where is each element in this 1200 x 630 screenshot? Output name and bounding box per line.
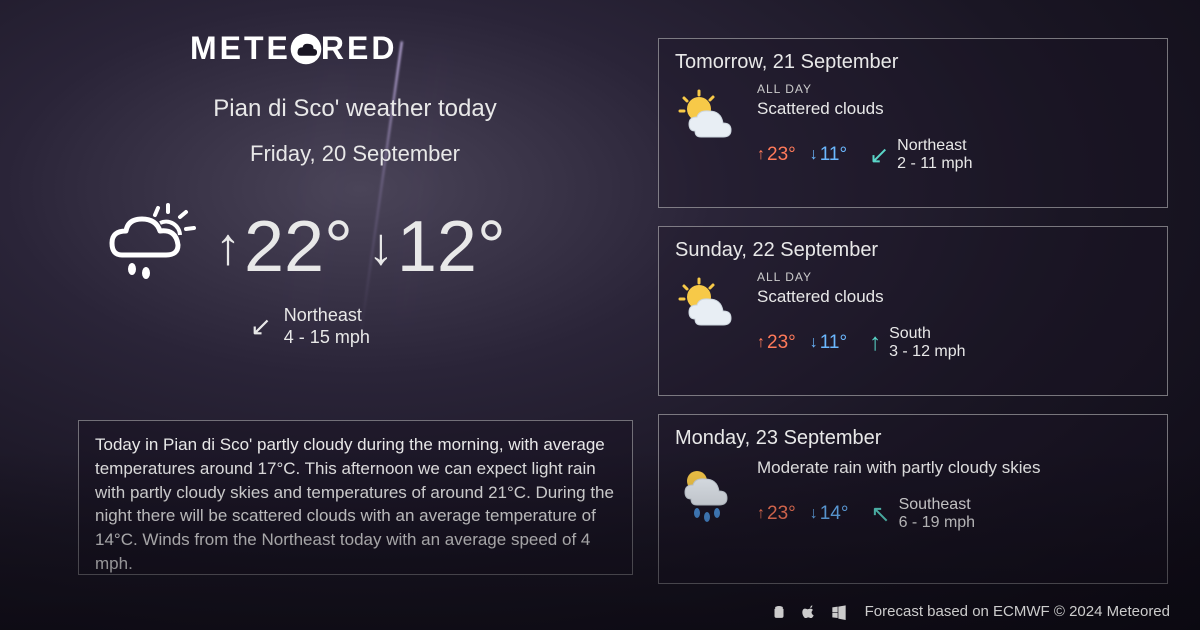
forecast-card: Sunday, 22 September ALL DAY Scattered clo… xyxy=(658,226,1168,396)
partly-cloudy-icon xyxy=(675,87,739,151)
brand-logo: METE RED xyxy=(190,30,397,67)
today-wind-dir: Northeast xyxy=(284,305,370,327)
forecast-low: ↓11° xyxy=(810,144,847,166)
forecast-low: ↓11° xyxy=(810,332,847,354)
today-low: ↓ 12° xyxy=(368,206,506,288)
platform-icons xyxy=(771,604,847,620)
down-arrow-icon: ↓ xyxy=(810,146,818,164)
down-arrow-icon: ↓ xyxy=(810,505,818,523)
wind-direction-icon: ↖ xyxy=(870,500,890,529)
forecast-wind-dir: Southeast xyxy=(899,496,975,514)
today-wind-speed: 4 - 15 mph xyxy=(284,327,370,349)
forecast-wind-speed: 3 - 12 mph xyxy=(889,343,965,361)
cloud-rain-icon xyxy=(100,197,200,297)
forecast-wind-dir: Northeast xyxy=(897,137,972,155)
all-day-label: ALL DAY xyxy=(757,270,1151,284)
forecast-condition: Scattered clouds xyxy=(757,287,1151,307)
brand-name-after: RED xyxy=(321,30,398,67)
forecast-card: Tomorrow, 21 September ALL DAY Scattered c… xyxy=(658,38,1168,208)
all-day-label: ALL DAY xyxy=(757,82,1151,96)
up-arrow-icon: ↑ xyxy=(757,505,765,523)
forecast-wind-speed: 2 - 11 mph xyxy=(897,155,972,173)
cloud-rain-icon xyxy=(675,463,739,527)
apple-icon xyxy=(801,604,817,620)
forecast-wind-dir: South xyxy=(889,325,965,343)
forecast-date: Sunday, 22 September xyxy=(675,239,1151,262)
brand-name-before: METE xyxy=(190,30,291,67)
today-wind-text: Northeast 4 - 15 mph xyxy=(284,305,370,348)
forecast-card: Monday, 23 September Moderate rain with p… xyxy=(658,414,1168,584)
forecast-cards: Tomorrow, 21 September ALL DAY Scattered c… xyxy=(658,38,1168,584)
up-arrow-icon: ↑ xyxy=(215,217,241,277)
android-icon xyxy=(771,604,787,620)
brand-cloud-icon xyxy=(289,32,323,66)
forecast-date: Tomorrow, 21 September xyxy=(675,51,1151,74)
today-high-value: 22° xyxy=(244,206,353,288)
up-arrow-icon: ↑ xyxy=(757,334,765,352)
forecast-wind: ↖ Southeast6 - 19 mph xyxy=(870,496,975,533)
today-high: ↑ 22° xyxy=(215,206,353,288)
footer: Forecast based on ECMWF © 2024 Meteored xyxy=(771,603,1170,620)
down-arrow-icon: ↓ xyxy=(810,334,818,352)
forecast-wind-speed: 6 - 19 mph xyxy=(899,514,975,532)
windows-icon xyxy=(831,604,847,620)
today-wind: ↙ Northeast 4 - 15 mph xyxy=(250,305,620,348)
today-summary: Today in Pian di Sco' partly cloudy duri… xyxy=(78,420,633,575)
forecast-wind: ↙ Northeast2 - 11 mph xyxy=(869,137,972,174)
wind-direction-icon: ↙ xyxy=(869,141,889,170)
forecast-date: Monday, 23 September xyxy=(675,427,1151,450)
down-arrow-icon: ↓ xyxy=(368,217,394,277)
forecast-condition: Scattered clouds xyxy=(757,99,1151,119)
forecast-condition: Moderate rain with partly cloudy skies xyxy=(757,458,1151,478)
today-low-value: 12° xyxy=(397,206,506,288)
partly-cloudy-icon xyxy=(675,275,739,339)
page-title: Pian di Sco' weather today xyxy=(90,95,620,123)
forecast-high: ↑23° xyxy=(757,144,796,166)
today-panel: Pian di Sco' weather today Friday, 20 Se… xyxy=(90,95,620,348)
forecast-wind: ↑ South3 - 12 mph xyxy=(869,325,965,362)
footer-text: Forecast based on ECMWF © 2024 Meteored xyxy=(865,603,1170,620)
forecast-high: ↑23° xyxy=(757,332,796,354)
wind-direction-icon: ↑ xyxy=(869,329,881,357)
today-temps: ↑ 22° ↓ 12° xyxy=(100,197,620,297)
today-date: Friday, 20 September xyxy=(90,141,620,167)
forecast-low: ↓14° xyxy=(810,503,849,525)
wind-direction-icon: ↙ xyxy=(250,311,272,342)
forecast-high: ↑23° xyxy=(757,503,796,525)
up-arrow-icon: ↑ xyxy=(757,146,765,164)
